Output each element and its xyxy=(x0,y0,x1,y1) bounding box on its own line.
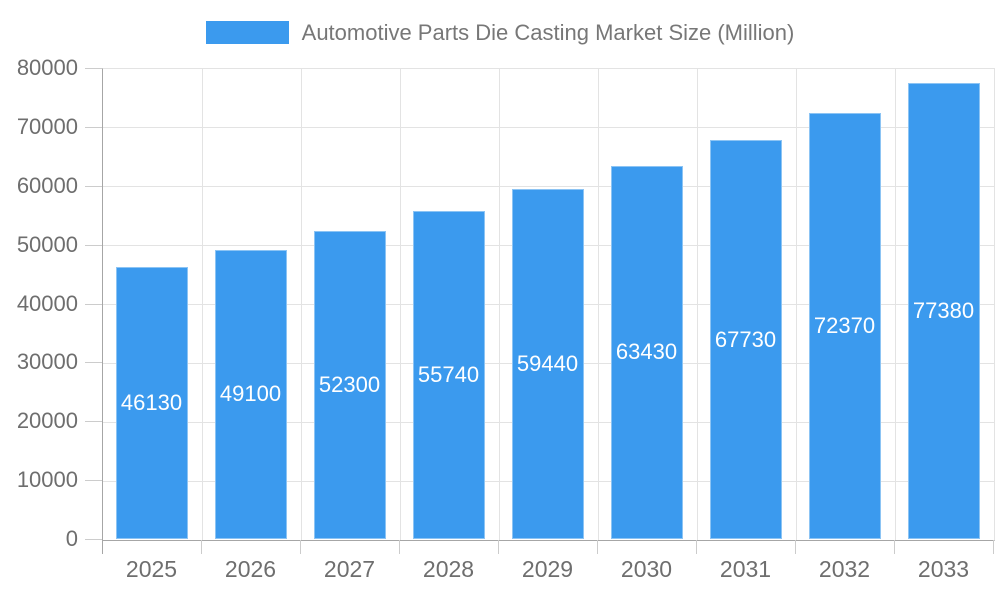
v-gridline xyxy=(696,69,698,540)
bar-value-label: 46130 xyxy=(120,390,183,416)
y-tick-label: 30000 xyxy=(16,349,78,375)
bar-2032[interactable]: 72370 xyxy=(808,112,881,539)
bar-value-label: 77380 xyxy=(912,298,975,324)
x-axis-tick xyxy=(497,540,499,554)
y-axis-tick xyxy=(85,421,102,423)
x-axis-tick xyxy=(200,540,202,554)
v-gridline xyxy=(894,69,896,540)
x-tick-label: 2030 xyxy=(620,556,673,582)
y-axis-tick xyxy=(85,303,102,305)
v-gridline xyxy=(300,69,302,540)
x-tick-label: 2028 xyxy=(422,556,475,582)
y-tick-label: 0 xyxy=(65,526,78,551)
v-gridline xyxy=(201,69,203,540)
bar-2028[interactable]: 55740 xyxy=(412,210,485,539)
bar-2029[interactable]: 59440 xyxy=(511,189,584,539)
y-axis-tick xyxy=(85,68,102,69)
x-axis-tick xyxy=(695,540,697,554)
legend-label: Automotive Parts Die Casting Market Size… xyxy=(301,19,795,45)
y-tick-label: 20000 xyxy=(16,408,78,434)
x-tick-label: 2032 xyxy=(818,556,871,582)
bar-2025[interactable]: 46130 xyxy=(115,267,188,539)
y-axis-tick xyxy=(85,480,102,482)
x-tick-label: 2027 xyxy=(323,556,376,582)
bar-2027[interactable]: 52300 xyxy=(313,231,386,539)
x-tick-label: 2033 xyxy=(917,556,970,582)
bar-value-label: 55740 xyxy=(417,361,480,387)
bar-value-label: 59440 xyxy=(516,351,579,377)
x-tick-label: 2029 xyxy=(521,556,574,582)
x-axis-tick xyxy=(893,540,895,554)
bar-2031[interactable]: 67730 xyxy=(709,140,782,539)
x-axis-tick xyxy=(596,540,598,554)
x-axis-tick xyxy=(299,540,301,554)
y-axis-tick xyxy=(85,244,102,246)
v-gridline xyxy=(498,69,500,540)
bar-2026[interactable]: 49100 xyxy=(214,249,287,539)
v-gridline xyxy=(399,69,401,540)
x-axis-tick xyxy=(101,540,103,554)
v-gridline xyxy=(795,69,797,540)
y-axis-tick xyxy=(85,185,102,187)
x-axis-tick xyxy=(794,540,796,554)
bar-value-label: 72370 xyxy=(813,312,876,338)
bar-value-label: 52300 xyxy=(318,372,381,398)
h-gridline xyxy=(103,127,994,129)
y-tick-label: 80000 xyxy=(16,55,78,80)
y-axis-tick xyxy=(85,539,102,540)
chart-legend[interactable]: Automotive Parts Die Casting Market Size… xyxy=(0,19,1000,45)
y-axis-tick xyxy=(85,126,102,128)
y-tick-label: 40000 xyxy=(16,290,78,316)
legend-swatch xyxy=(205,21,289,44)
bar-2030[interactable]: 63430 xyxy=(610,165,683,539)
bar-value-label: 67730 xyxy=(714,326,777,352)
y-tick-label: 10000 xyxy=(16,467,78,493)
y-tick-label: 70000 xyxy=(16,113,78,139)
x-axis-tick xyxy=(992,540,994,554)
bar-value-label: 49100 xyxy=(219,381,282,407)
y-tick-label: 60000 xyxy=(16,172,78,198)
h-gridline xyxy=(103,186,994,188)
x-tick-label: 2031 xyxy=(719,556,772,582)
bar-value-label: 63430 xyxy=(615,339,678,365)
y-axis-tick xyxy=(85,362,102,364)
x-tick-label: 2026 xyxy=(224,556,277,582)
y-tick-label: 50000 xyxy=(16,231,78,257)
x-axis-tick xyxy=(398,540,400,554)
bar-2033[interactable]: 77380 xyxy=(907,83,980,539)
v-gridline xyxy=(597,69,599,540)
x-tick-label: 2025 xyxy=(125,556,178,582)
